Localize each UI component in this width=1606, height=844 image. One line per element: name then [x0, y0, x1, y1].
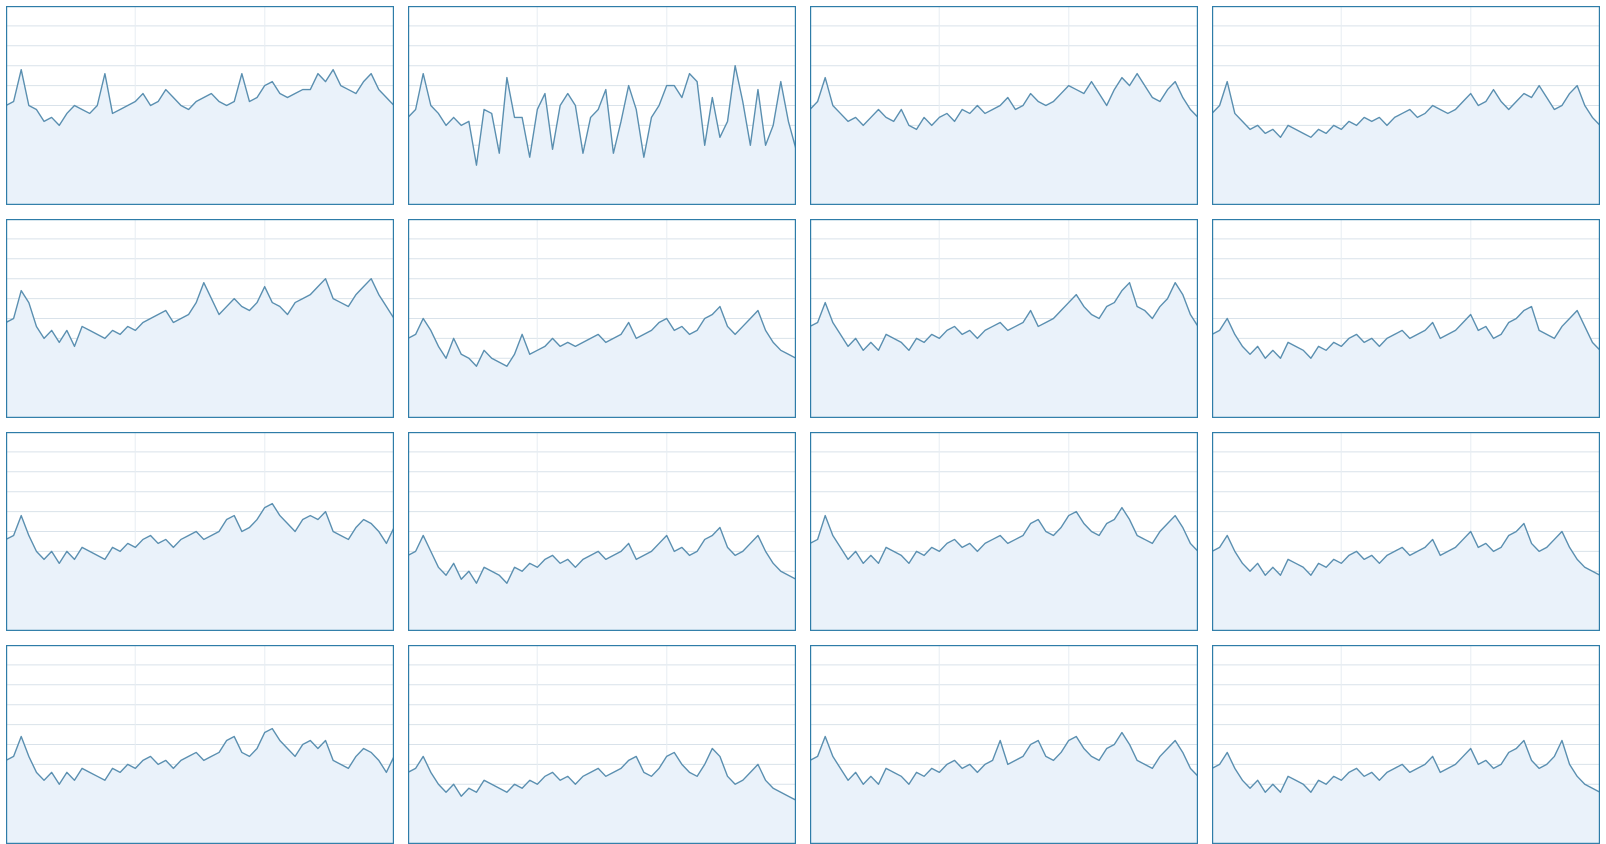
sparkline-panel: [1212, 432, 1600, 631]
sparkline-svg: [1212, 6, 1600, 205]
sparkline-panel: [6, 432, 394, 631]
chart-grid: [0, 0, 1606, 836]
sparkline-panel: [1212, 645, 1600, 844]
sparkline-svg: [408, 645, 796, 844]
sparkline-svg: [408, 6, 796, 205]
sparkline-svg: [810, 645, 1198, 844]
sparkline-panel: [6, 6, 394, 205]
sparkline-panel: [810, 645, 1198, 844]
sparkline-panel: [1212, 219, 1600, 418]
sparkline-svg: [810, 219, 1198, 418]
sparkline-svg: [1212, 432, 1600, 631]
sparkline-svg: [810, 6, 1198, 205]
sparkline-svg: [6, 645, 394, 844]
sparkline-panel: [810, 6, 1198, 205]
sparkline-svg: [1212, 645, 1600, 844]
sparkline-svg: [408, 219, 796, 418]
sparkline-svg: [1212, 219, 1600, 418]
sparkline-panel: [1212, 6, 1600, 205]
sparkline-svg: [6, 6, 394, 205]
sparkline-svg: [6, 432, 394, 631]
sparkline-svg: [810, 432, 1198, 631]
sparkline-panel: [408, 6, 796, 205]
sparkline-panel: [408, 219, 796, 418]
sparkline-svg: [6, 219, 394, 418]
sparkline-panel: [408, 432, 796, 631]
sparkline-panel: [6, 645, 394, 844]
sparkline-panel: [6, 219, 394, 418]
sparkline-panel: [810, 432, 1198, 631]
sparkline-svg: [408, 432, 796, 631]
sparkline-panel: [408, 645, 796, 844]
sparkline-panel: [810, 219, 1198, 418]
